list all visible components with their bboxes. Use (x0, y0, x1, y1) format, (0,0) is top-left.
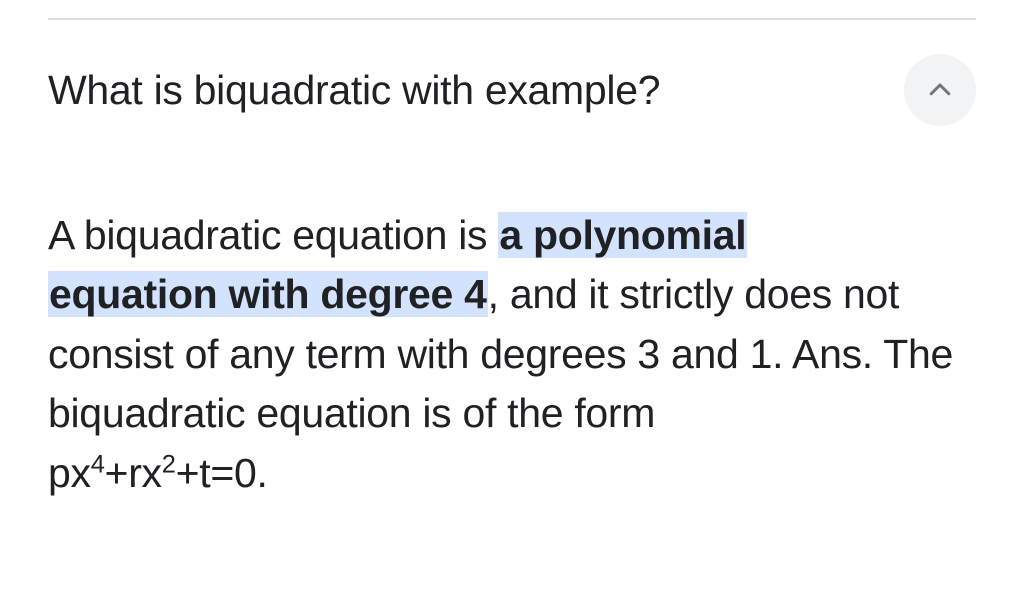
eq-r: +rx (105, 450, 162, 496)
collapse-button[interactable] (904, 54, 976, 126)
question-text: What is biquadratic with example? (48, 67, 660, 114)
chevron-up-icon (925, 75, 955, 105)
eq-tail: +t=0. (176, 450, 268, 496)
top-divider (48, 18, 976, 20)
highlight-phrase-2: equation with degree 4 (48, 271, 488, 317)
eq-exp2: 2 (162, 450, 176, 478)
faq-container: What is biquadratic with example? A biqu… (0, 0, 1024, 503)
question-row[interactable]: What is biquadratic with example? (48, 54, 976, 126)
highlight-phrase-1: a polynomial (498, 212, 747, 258)
answer-prefix: A biquadratic equation is (48, 212, 498, 258)
eq-p: px (48, 450, 91, 496)
eq-exp1: 4 (91, 450, 105, 478)
equation: px4+rx2+t=0. (48, 450, 268, 496)
answer-text: A biquadratic equation is a polynomial e… (48, 206, 976, 503)
